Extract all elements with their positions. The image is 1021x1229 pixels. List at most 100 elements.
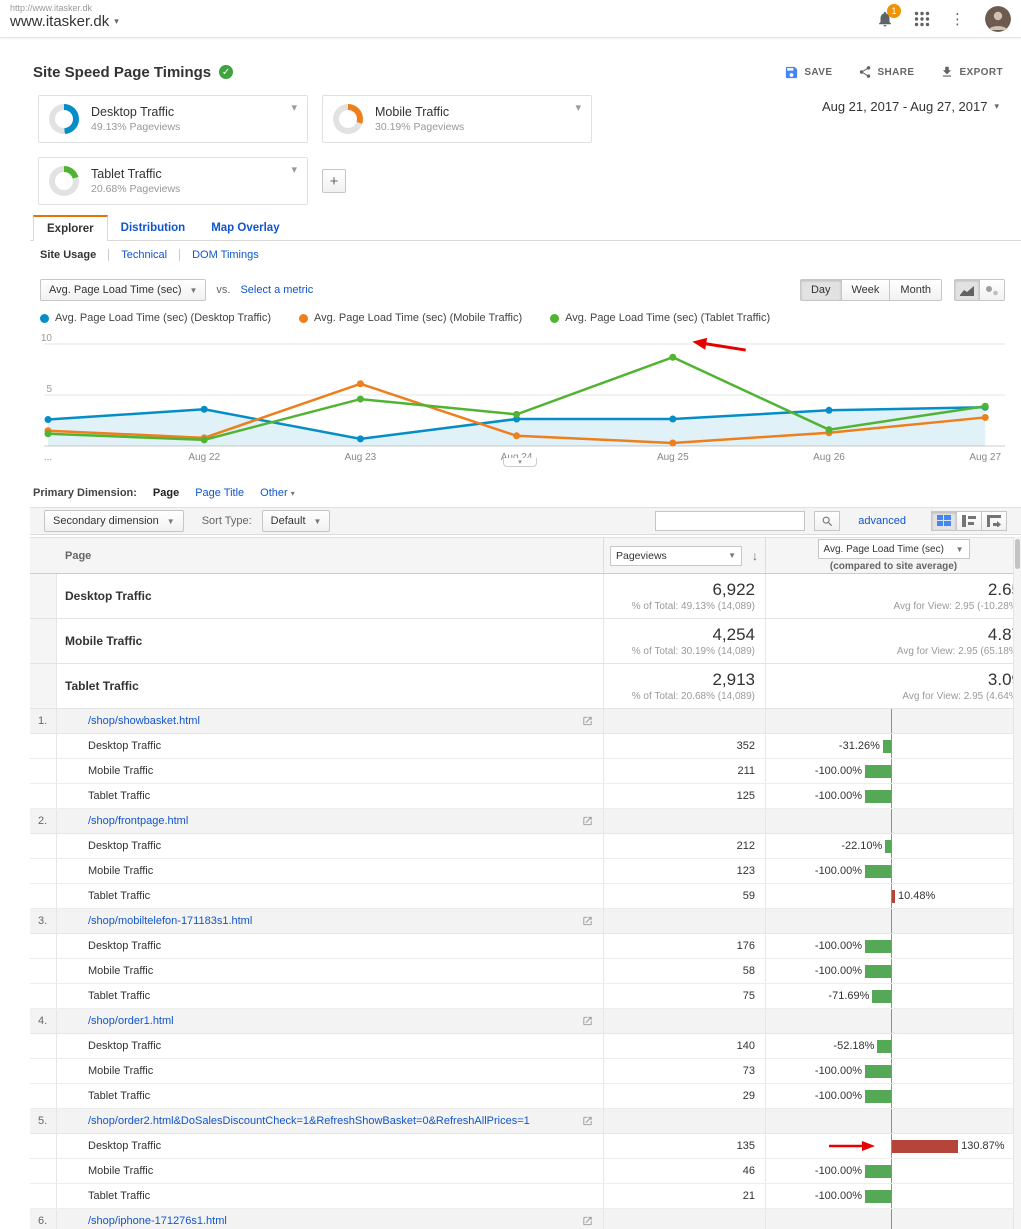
segment-row: Desktop Traffic 176 -100.00% bbox=[30, 934, 1021, 959]
pageviews-value: 29 bbox=[742, 1090, 755, 1102]
zero-axis bbox=[891, 809, 892, 833]
advanced-filter-link[interactable]: advanced bbox=[858, 515, 906, 527]
dimension-page[interactable]: Page bbox=[152, 487, 180, 499]
open-in-new-button[interactable] bbox=[582, 716, 593, 727]
segment-card-tablet[interactable]: Tablet Traffic 20.68% Pageviews ▾ bbox=[38, 157, 308, 205]
open-in-new-button[interactable] bbox=[582, 816, 593, 827]
svg-text:Aug 25: Aug 25 bbox=[657, 452, 689, 463]
negative-bar bbox=[877, 1039, 891, 1053]
row-number: 1. bbox=[30, 709, 57, 733]
account-switcher[interactable]: http://www.itasker.dk www.itasker.dk ▾ bbox=[10, 3, 119, 30]
open-in-new-icon bbox=[583, 1216, 592, 1226]
open-in-new-icon bbox=[583, 1116, 592, 1126]
chart-legend: Avg. Page Load Time (sec) (Desktop Traff… bbox=[40, 312, 770, 324]
dimension-other[interactable]: Other ▾ bbox=[260, 487, 295, 499]
export-button[interactable]: EXPORT bbox=[940, 65, 1003, 80]
timeseries-chart[interactable]: 5 10... Aug 22 Aug 23 Aug 24 Aug 25 Aug 26 Aug … bbox=[30, 333, 1021, 466]
pct-vs-avg: -100.00% bbox=[814, 790, 862, 802]
segment-card-desktop[interactable]: Desktop Traffic 49.13% Pageviews ▾ bbox=[38, 95, 308, 143]
row-number: 3. bbox=[30, 909, 57, 933]
vertical-scrollbar[interactable] bbox=[1013, 537, 1021, 1229]
page-link[interactable]: /shop/iphone-171276s1.html bbox=[88, 1215, 227, 1227]
add-segment-button[interactable]: + bbox=[322, 169, 346, 193]
open-in-new-button[interactable] bbox=[582, 916, 593, 927]
chart-expander-tab[interactable]: ▾ bbox=[503, 458, 537, 467]
chevron-down-icon[interactable]: ▾ bbox=[291, 164, 297, 176]
save-icon bbox=[786, 66, 798, 78]
kebab-menu-icon[interactable]: ⋮ bbox=[950, 10, 965, 28]
zero-axis bbox=[891, 884, 892, 908]
pct-vs-avg: -31.26% bbox=[838, 740, 880, 752]
summary-row[interactable]: Mobile Traffic 4,254 % of Total: 30.19% (… bbox=[30, 619, 1021, 664]
line-chart-view-button[interactable] bbox=[954, 279, 980, 301]
open-in-new-button[interactable] bbox=[582, 1016, 593, 1027]
apps-grid-button[interactable] bbox=[914, 11, 930, 27]
share-button[interactable]: SHARE bbox=[858, 65, 914, 80]
page-link[interactable]: /shop/frontpage.html bbox=[88, 815, 189, 827]
table-search-input[interactable] bbox=[655, 511, 806, 531]
open-in-new-button[interactable] bbox=[582, 1216, 593, 1227]
tab-distribution[interactable]: Distribution bbox=[120, 221, 186, 234]
segment-name: Mobile Traffic bbox=[88, 1065, 154, 1077]
zero-axis bbox=[891, 1109, 892, 1133]
pageviews-column-select[interactable]: Pageviews ▼ bbox=[610, 545, 742, 566]
table-body: Desktop Traffic 6,922 % of Total: 49.13% … bbox=[30, 574, 1021, 1229]
zero-axis bbox=[891, 784, 892, 808]
notifications-button[interactable]: 1 bbox=[876, 4, 901, 28]
table-view-buttons bbox=[931, 511, 1007, 531]
granularity-month-button[interactable]: Month bbox=[889, 279, 942, 301]
subtab-site-usage[interactable]: Site Usage bbox=[40, 249, 97, 261]
comparison-view-button[interactable] bbox=[956, 511, 982, 531]
motion-chart-view-button[interactable] bbox=[979, 279, 1005, 301]
data-table: Page Pageviews ▼ ↓ Avg. Page Load Time (… bbox=[30, 537, 1021, 1229]
segment-card-mobile[interactable]: Mobile Traffic 30.19% Pageviews ▾ bbox=[322, 95, 592, 143]
page-link[interactable]: /shop/showbasket.html bbox=[88, 715, 200, 727]
search-button[interactable] bbox=[814, 511, 841, 531]
select-a-metric-link[interactable]: Select a metric bbox=[240, 284, 314, 296]
open-in-new-button[interactable] bbox=[582, 1116, 593, 1127]
zero-axis bbox=[891, 1209, 892, 1229]
zero-axis bbox=[891, 859, 892, 883]
granularity-day-button[interactable]: Day bbox=[799, 279, 842, 301]
segment-row: Mobile Traffic 123 -100.00% bbox=[30, 859, 1021, 884]
metric-select[interactable]: Avg. Page Load Time (sec) ▼ bbox=[40, 279, 207, 301]
granularity-week-button[interactable]: Week bbox=[840, 279, 891, 301]
table-toolbar: Secondary dimension ▼ Sort Type: Default… bbox=[30, 507, 1021, 535]
sort-type-button[interactable]: Default ▼ bbox=[261, 510, 331, 532]
legend-dot-icon bbox=[40, 313, 49, 323]
tab-explorer[interactable]: Explorer bbox=[33, 215, 108, 241]
pct-vs-avg: -100.00% bbox=[814, 940, 862, 952]
page-row: 2. /shop/frontpage.html bbox=[30, 809, 1021, 834]
avatar[interactable] bbox=[985, 6, 1011, 32]
pageviews-value: 352 bbox=[736, 740, 755, 752]
apps-grid-icon bbox=[914, 11, 930, 27]
tab-map-overlay[interactable]: Map Overlay bbox=[211, 221, 280, 234]
pct-of-total: % of Total: 30.19% (14,089) bbox=[631, 646, 755, 657]
scrollbar-thumb[interactable] bbox=[1015, 539, 1020, 569]
summary-row[interactable]: Tablet Traffic 2,913 % of Total: 20.68% (… bbox=[30, 664, 1021, 709]
page-link[interactable]: /shop/order2.html&DoSalesDiscountCheck=1… bbox=[88, 1115, 530, 1127]
property-url: http://www.itasker.dk bbox=[10, 3, 93, 13]
subtab-dom-timings[interactable]: DOM Timings bbox=[179, 249, 271, 261]
metric-column-select[interactable]: Avg. Page Load Time (sec) ▼ bbox=[817, 539, 970, 559]
secondary-dimension-button[interactable]: Secondary dimension ▼ bbox=[44, 510, 184, 532]
data-table-view-button[interactable] bbox=[931, 511, 957, 531]
chevron-down-icon[interactable]: ▾ bbox=[575, 102, 581, 114]
segment-name: Desktop Traffic bbox=[88, 740, 162, 752]
summary-row[interactable]: Desktop Traffic 6,922 % of Total: 49.13% … bbox=[30, 574, 1021, 619]
page-link[interactable]: /shop/order1.html bbox=[88, 1015, 174, 1027]
pivot-view-button[interactable] bbox=[981, 511, 1007, 531]
row-number: 5. bbox=[30, 1109, 57, 1133]
save-button[interactable]: SAVE bbox=[784, 65, 832, 80]
page-link[interactable]: /shop/mobiltelefon-171183s1.html bbox=[88, 915, 253, 927]
segment-name: Desktop Traffic bbox=[88, 940, 162, 952]
segment-name: Mobile Traffic bbox=[88, 865, 154, 877]
user-photo-icon bbox=[985, 6, 1011, 32]
svg-text:10: 10 bbox=[41, 334, 53, 344]
subtab-technical[interactable]: Technical bbox=[108, 249, 179, 261]
date-range-selector[interactable]: Aug 21, 2017 - Aug 27, 2017 ▾ bbox=[822, 99, 999, 114]
sort-descending-icon[interactable]: ↓ bbox=[752, 548, 758, 563]
primary-dimension-bar: Primary Dimension: Page Page Title Other… bbox=[33, 487, 295, 499]
chevron-down-icon[interactable]: ▾ bbox=[291, 102, 297, 114]
dimension-page-title[interactable]: Page Title bbox=[195, 487, 245, 499]
